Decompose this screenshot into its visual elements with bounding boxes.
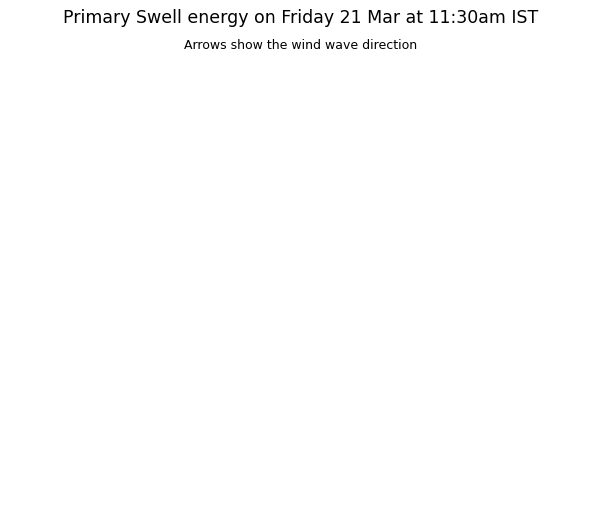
Text: Cartopy required: Cartopy required <box>242 279 359 292</box>
Text: Primary Swell energy on Friday 21 Mar at 11:30am IST: Primary Swell energy on Friday 21 Mar at… <box>63 9 538 27</box>
Text: Arrows show the wind wave direction: Arrows show the wind wave direction <box>184 39 417 52</box>
